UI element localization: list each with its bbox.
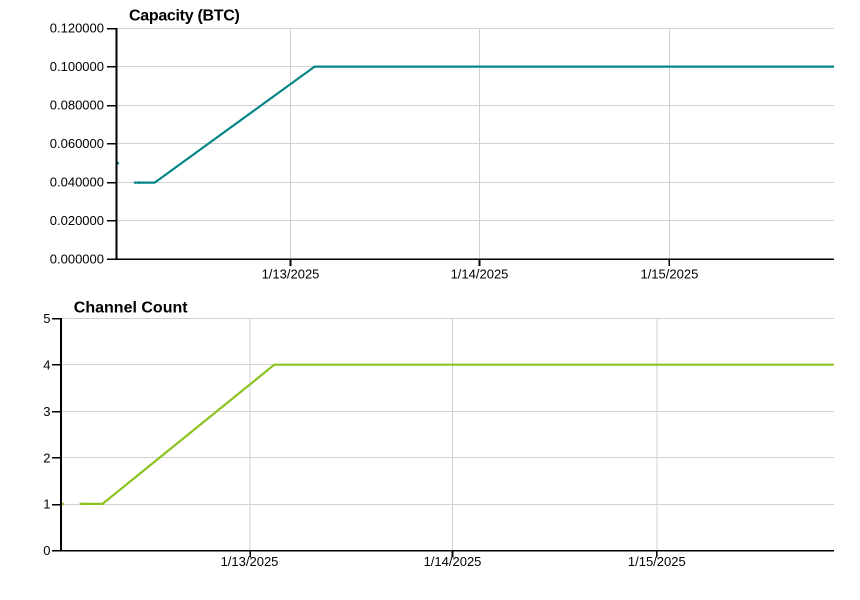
svg-text:Channel Count: Channel Count <box>74 300 188 317</box>
svg-text:Capacity (BTC): Capacity (BTC) <box>129 7 239 24</box>
svg-text:4: 4 <box>43 358 50 373</box>
svg-text:0.000000: 0.000000 <box>50 252 104 267</box>
svg-text:0: 0 <box>43 543 50 558</box>
svg-text:1/15/2025: 1/15/2025 <box>628 554 686 569</box>
svg-text:1: 1 <box>43 497 50 512</box>
svg-text:0.080000: 0.080000 <box>50 98 104 113</box>
svg-text:1/13/2025: 1/13/2025 <box>221 554 279 569</box>
svg-text:0.060000: 0.060000 <box>50 136 104 151</box>
svg-text:1/14/2025: 1/14/2025 <box>451 267 509 282</box>
svg-text:1/15/2025: 1/15/2025 <box>640 267 698 282</box>
svg-text:0.040000: 0.040000 <box>50 175 104 190</box>
svg-text:1/14/2025: 1/14/2025 <box>424 554 482 569</box>
svg-text:0.020000: 0.020000 <box>50 213 104 228</box>
svg-text:5: 5 <box>43 311 50 326</box>
svg-text:3: 3 <box>43 404 50 419</box>
svg-text:1/13/2025: 1/13/2025 <box>262 267 320 282</box>
svg-text:0.120000: 0.120000 <box>50 21 104 36</box>
svg-text:0.100000: 0.100000 <box>50 59 104 74</box>
svg-text:2: 2 <box>43 450 50 465</box>
